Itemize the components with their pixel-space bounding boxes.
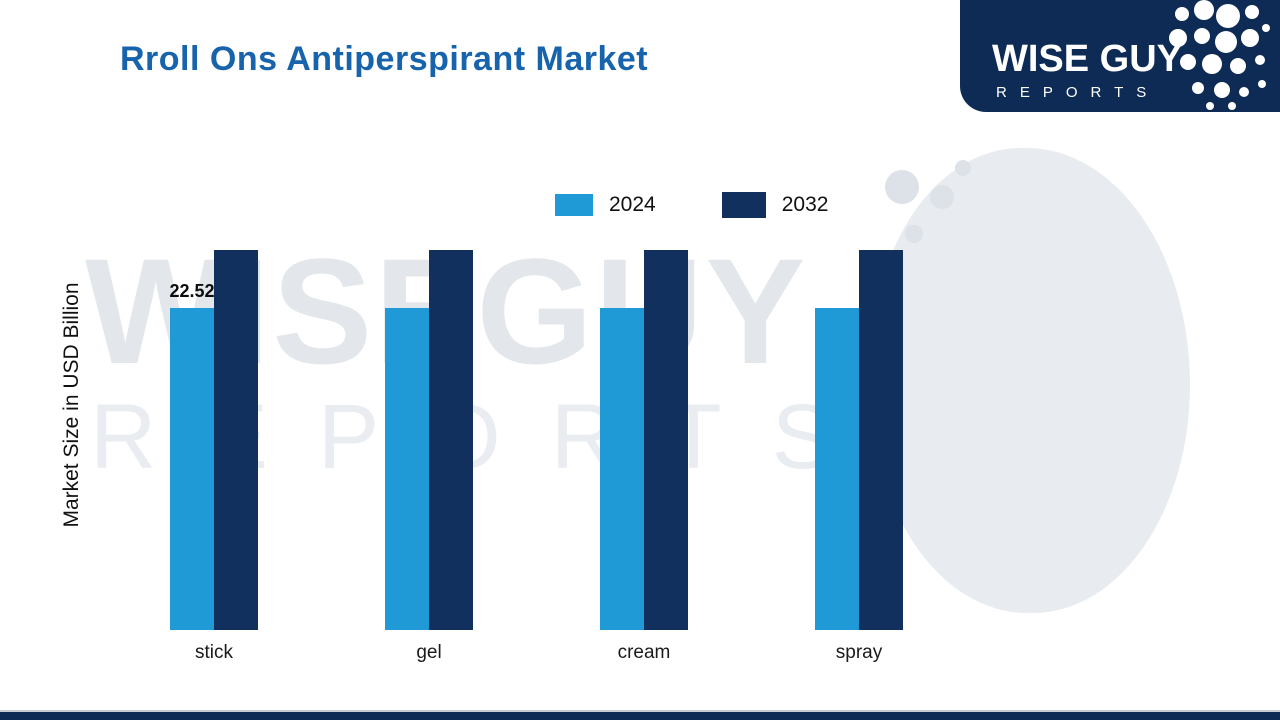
category-label-cream: cream (617, 642, 671, 663)
bottom-accent-bar (0, 712, 1280, 720)
legend-item-2032: 2032 (721, 192, 829, 218)
legend-label-2032: 2032 (781, 193, 829, 216)
legend-swatch-2032 (721, 192, 766, 218)
y-axis-label: Market Size in USD Billion (60, 282, 83, 528)
category-label-spray: spray (835, 642, 883, 663)
bar-cream-2024 (600, 308, 644, 630)
logo-wordmark: WISE GUY (992, 38, 1183, 80)
category-label-stick: stick (195, 642, 233, 663)
bottom-divider-line (0, 710, 1280, 712)
watermark-dot (955, 160, 971, 176)
watermark-dot (930, 185, 954, 209)
bar-spray-2024 (815, 308, 859, 630)
bar-stick-2032 (214, 250, 258, 630)
watermark-dot (905, 225, 923, 243)
legend-swatch-2024 (555, 194, 593, 216)
legend-item-2024: 2024 (555, 193, 656, 217)
watermark-head-silhouette (870, 148, 1190, 613)
bar-spray-2032 (859, 250, 903, 630)
bar-stick-2024 (170, 308, 214, 630)
logo-face-dots-icon (1169, 0, 1270, 110)
chart-legend: 2024 2032 (555, 192, 828, 218)
bar-group-spray: spray (815, 230, 903, 663)
bar-group-cream: cream (600, 230, 688, 663)
bar-group-gel: gel (385, 230, 473, 663)
bar-cream-2032 (644, 250, 688, 630)
logo-subtitle: REPORTS (996, 84, 1160, 101)
category-label-gel: gel (416, 642, 442, 663)
page-title: Rroll Ons Antiperspirant Market (120, 40, 649, 78)
watermark-dot (885, 170, 919, 204)
wiseguy-logo: WISE GUY REPORTS (960, 0, 1280, 112)
chart-plot: stick gel cream spray 22.52 (0, 230, 980, 663)
bar-group-stick: stick (170, 230, 258, 663)
bar-gel-2032 (429, 250, 473, 630)
bar-value-label: 22.52 (169, 281, 215, 301)
legend-label-2024: 2024 (609, 193, 656, 216)
bar-gel-2024 (385, 308, 429, 630)
